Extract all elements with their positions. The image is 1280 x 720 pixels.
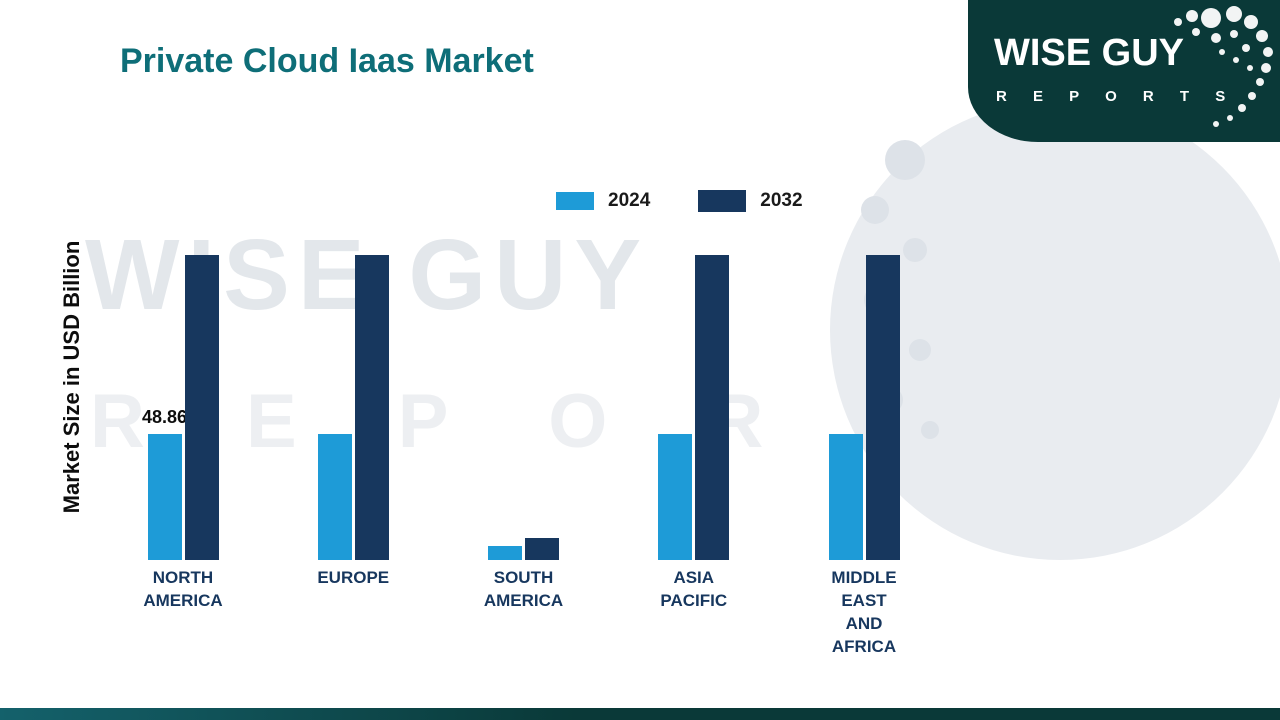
category-label-middle-east-and-africa: MIDDLE EAST AND AFRICA: [831, 568, 897, 656]
bar-group-europe: [317, 255, 389, 560]
bar-2024-south-america: [488, 546, 522, 560]
category-label-north-america: NORTH AMERICA: [143, 568, 223, 610]
bottom-accent-bar: [0, 708, 1280, 720]
bar-2024-middle-east-and-africa: [828, 434, 863, 560]
category-label-europe: EUROPE: [317, 568, 390, 587]
brand-subtitle: R E P O R T S: [996, 88, 1237, 105]
legend-item-2032: 2032: [698, 190, 803, 212]
bar-2024-europe: [317, 434, 352, 560]
legend-label-2024: 2024: [608, 190, 651, 211]
bar-group-asia-pacific: [658, 255, 730, 560]
dotted-face-icon: [1174, 6, 1273, 127]
plot-area: 48.86: [142, 250, 900, 560]
legend-swatch-2032: [698, 190, 747, 212]
brand-name: WISE GUY: [994, 32, 1185, 74]
legend: 2024 2032: [556, 190, 803, 212]
bar-2032-asia-pacific: [695, 255, 730, 560]
legend-swatch-2024: [556, 192, 594, 210]
page-title: Private Cloud Iaas Market: [120, 42, 534, 80]
category-label-south-america: SOUTH AMERICA: [483, 568, 564, 610]
bar-2032-north-america: [184, 255, 219, 560]
bar-2024-north-america: 48.86: [142, 407, 187, 560]
legend-label-2032: 2032: [760, 190, 803, 211]
bar-2032-south-america: [525, 538, 559, 560]
bar-group-middle-east-and-africa: [828, 255, 900, 560]
bar-2032-europe: [354, 255, 389, 560]
category-label-asia-pacific: ASIA PACIFIC: [660, 568, 728, 610]
brand-logo: WISE GUY R E P O R T S: [968, 0, 1280, 142]
bar-2032-middle-east-and-africa: [865, 255, 900, 560]
bar-2024-asia-pacific: [658, 434, 693, 560]
bar-group-north-america: 48.86: [142, 255, 219, 560]
bar-group-south-america: [488, 538, 560, 560]
x-axis-labels: NORTH AMERICA EUROPE SOUTH AMERICA ASIA PAC…: [143, 566, 900, 666]
bar-value-label: 48.86: [141, 407, 188, 427]
legend-item-2024: 2024: [556, 190, 650, 212]
y-axis-label: Market Size in USD Billion: [59, 240, 84, 514]
